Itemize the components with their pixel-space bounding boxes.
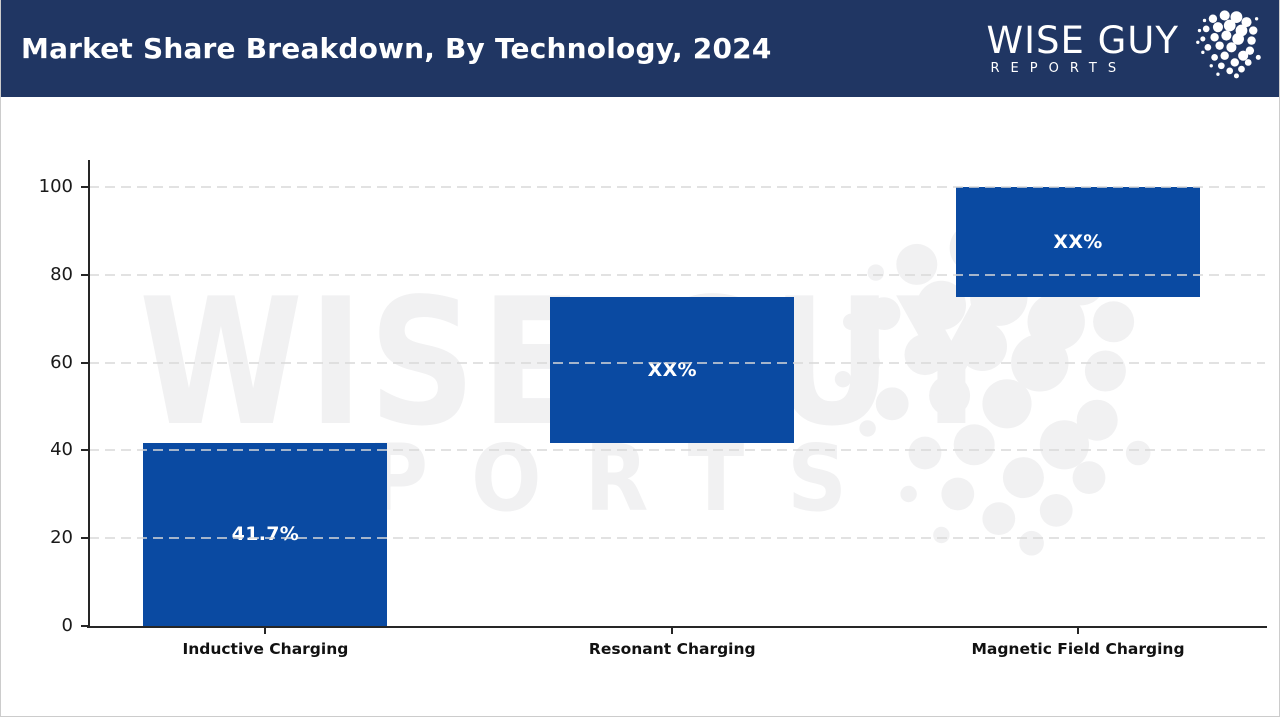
x-tick bbox=[1077, 626, 1080, 634]
y-axis-line bbox=[88, 160, 90, 628]
chart-area: 0 20 40 60 80 100 41.7% Inductive Charging XX% Re… bbox=[1, 97, 1279, 716]
x-axis-line bbox=[87, 626, 1267, 628]
bar: 41.7% bbox=[143, 442, 388, 626]
logo-subtitle: REPORTS bbox=[990, 61, 1128, 76]
grid-line bbox=[89, 186, 1265, 188]
category-label: Magnetic Field Charging bbox=[971, 640, 1185, 658]
y-tick-label: 60 bbox=[50, 351, 73, 373]
y-tick bbox=[81, 537, 89, 540]
bar: XX% bbox=[550, 296, 795, 443]
bar: XX% bbox=[956, 187, 1201, 297]
grid-line bbox=[89, 273, 1265, 276]
y-tick-label: 0 bbox=[61, 615, 73, 636]
header-banner: Market Share Breakdown, By Technology, 2… bbox=[1, 0, 1279, 97]
category-label: Inductive Charging bbox=[182, 640, 349, 658]
chart-title: Market Share Breakdown, By Technology, 2… bbox=[21, 32, 772, 65]
logo-text: WISE GUY REPORTS bbox=[987, 22, 1179, 75]
y-tick-label: 20 bbox=[50, 527, 73, 549]
bar-value-label: 41.7% bbox=[231, 523, 300, 546]
grid-line bbox=[89, 537, 1265, 540]
y-tick bbox=[81, 449, 89, 452]
y-tick-label: 80 bbox=[50, 263, 73, 285]
x-tick bbox=[264, 626, 267, 634]
bar-value-label: XX% bbox=[1053, 230, 1103, 253]
x-tick bbox=[671, 626, 674, 634]
logo: WISE GUY REPORTS bbox=[987, 8, 1279, 90]
logo-wordmark: WISE GUY bbox=[986, 19, 1179, 62]
grid-line bbox=[89, 449, 1265, 452]
logo-head-icon bbox=[1196, 9, 1261, 78]
y-tick-label: 40 bbox=[50, 439, 73, 461]
y-tick bbox=[81, 625, 89, 627]
y-tick bbox=[81, 186, 89, 188]
y-tick bbox=[81, 273, 89, 276]
bar-value-label: XX% bbox=[647, 358, 697, 381]
y-tick-label: 100 bbox=[38, 176, 73, 197]
category-label: Resonant Charging bbox=[588, 640, 756, 658]
grid-line bbox=[89, 361, 1265, 364]
y-tick bbox=[81, 361, 89, 364]
